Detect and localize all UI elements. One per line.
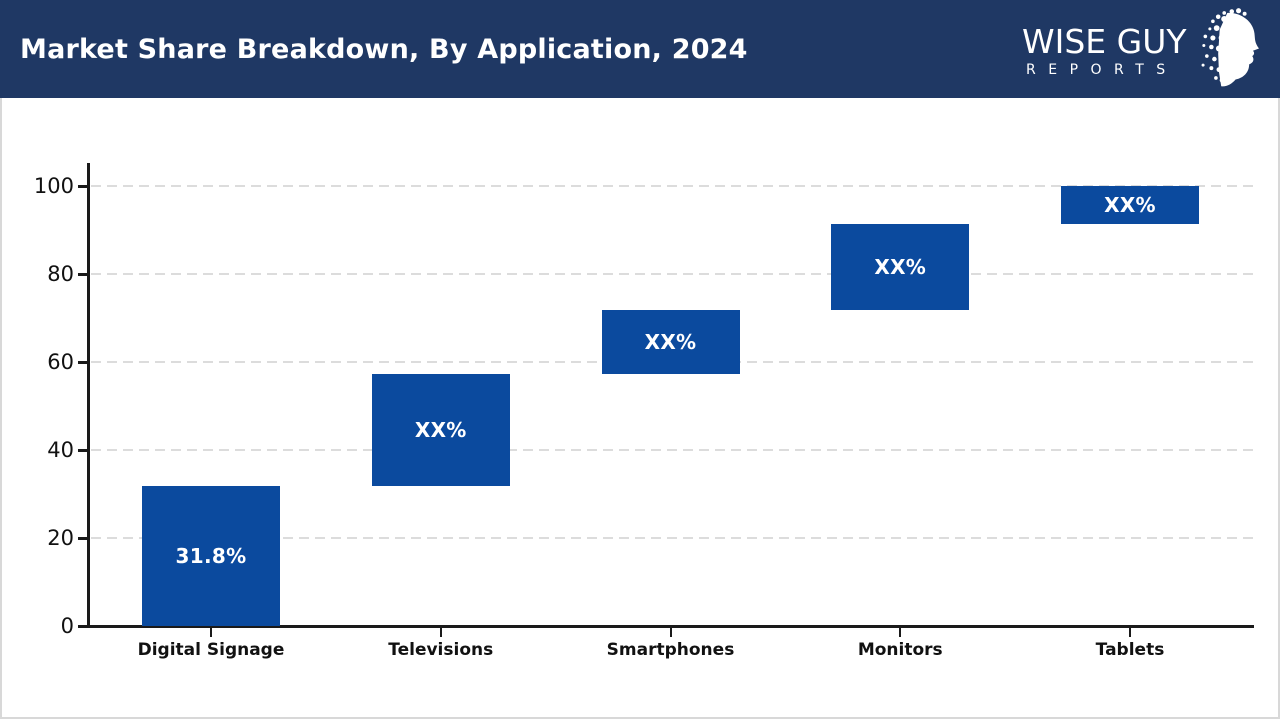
page-title: Market Share Breakdown, By Application, … [20, 34, 748, 65]
bar-value-label: XX% [874, 255, 927, 280]
x-axis-category-label: Tablets [1095, 640, 1165, 660]
x-axis-category-label: Digital Signage [137, 640, 285, 660]
y-axis-tick-label: 20 [47, 526, 74, 550]
x-axis-category-label: Monitors [857, 640, 943, 660]
bar-value-label: XX% [414, 417, 467, 442]
gridline-y20 [91, 537, 1254, 539]
y-axis-tick [78, 361, 87, 364]
bar-value-label: XX% [1104, 193, 1156, 218]
x-axis-tick [899, 628, 902, 637]
logo-face-icon [1201, 8, 1259, 87]
bar-value-label: 31.8% [175, 544, 247, 569]
bar-segment: 31.8% [142, 486, 280, 626]
bar-segment: XX% [601, 310, 740, 374]
bar-value-label: XX% [644, 329, 697, 354]
bar-segment: XX% [831, 224, 970, 311]
gridline-y40 [91, 449, 1254, 451]
x-axis-tick [439, 628, 442, 637]
y-axis-tick-label: 40 [47, 438, 74, 462]
y-axis-tick [78, 625, 87, 628]
bar-segment: XX% [371, 373, 510, 487]
x-axis-spine [87, 625, 1254, 628]
y-axis-tick-label: 0 [60, 614, 74, 638]
header-bar: Market Share Breakdown, By Application, … [0, 0, 1280, 98]
y-axis-tick-label: 100 [33, 174, 74, 198]
x-axis-tick [210, 628, 212, 637]
y-axis-tick-label: 60 [47, 350, 74, 374]
x-axis-category-label: Televisions [388, 640, 494, 660]
gridline-y100 [91, 185, 1254, 187]
gridline-y80 [91, 273, 1254, 275]
x-axis-tick [669, 628, 672, 637]
y-axis-tick [78, 449, 87, 452]
bar-segment: XX% [1061, 186, 1199, 225]
y-axis-tick [78, 273, 87, 276]
y-axis-tick [78, 185, 87, 188]
wise-guy-logo: WISE GUY REPORTS [1022, 0, 1272, 98]
logo-sub-wordmark: REPORTS [1026, 62, 1178, 78]
x-axis-category-label: Smartphones [606, 640, 735, 660]
y-axis-tick-label: 80 [47, 262, 74, 286]
logo-wordmark: WISE GUY [1022, 22, 1187, 61]
y-axis-spine [87, 163, 90, 628]
y-axis-tick [78, 537, 87, 540]
x-axis-tick [1129, 628, 1131, 637]
